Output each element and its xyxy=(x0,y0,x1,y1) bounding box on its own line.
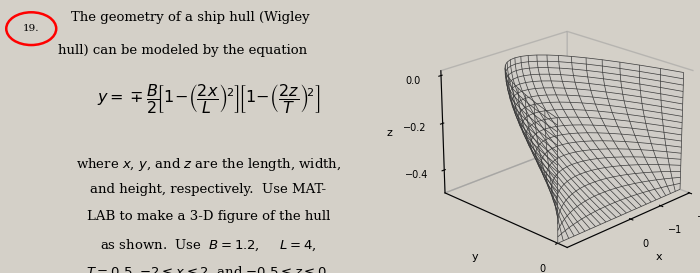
Text: and height, respectively.  Use MAT-: and height, respectively. Use MAT- xyxy=(90,183,326,196)
Y-axis label: y: y xyxy=(472,252,479,262)
X-axis label: x: x xyxy=(656,252,662,262)
Text: $T = 0.5$, $-2 \leq x \leq 2$, and $-0.5 \leq z \leq 0$.: $T = 0.5$, $-2 \leq x \leq 2$, and $-0.5… xyxy=(86,265,330,273)
Text: The geometry of a ship hull (Wigley: The geometry of a ship hull (Wigley xyxy=(71,11,309,24)
Text: 19.: 19. xyxy=(23,24,39,33)
Text: where $x$, $y$, and $z$ are the length, width,: where $x$, $y$, and $z$ are the length, … xyxy=(76,156,341,173)
Text: as shown.  Use  $B = 1.2$,     $L = 4$,: as shown. Use $B = 1.2$, $L = 4$, xyxy=(100,238,316,253)
Text: LAB to make a 3-D figure of the hull: LAB to make a 3-D figure of the hull xyxy=(87,210,330,223)
Text: hull) can be modeled by the equation: hull) can be modeled by the equation xyxy=(58,44,307,57)
Text: $y = \mp\dfrac{B}{2}\!\left[1\!-\!\left(\dfrac{2x}{L}\right)^{\!2}\right]\!\left: $y = \mp\dfrac{B}{2}\!\left[1\!-\!\left(… xyxy=(97,82,320,115)
